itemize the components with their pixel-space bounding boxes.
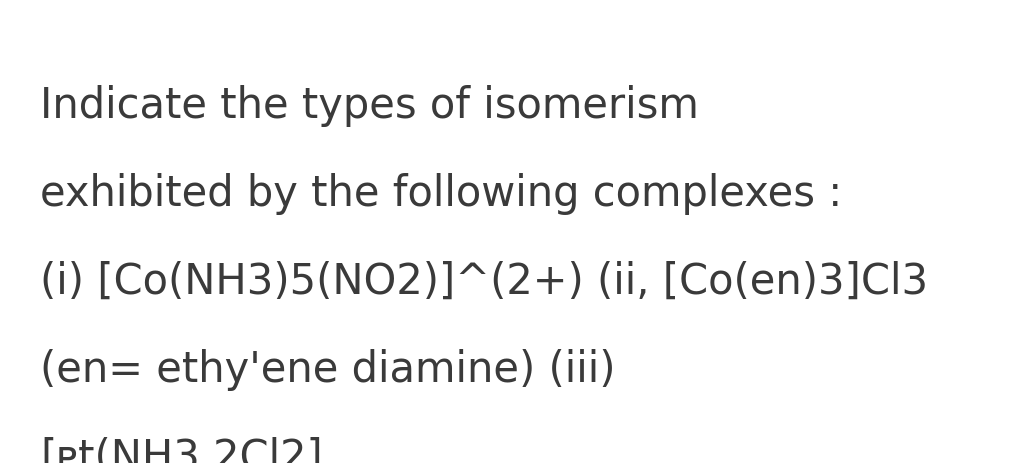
Text: Indicate the types of isomerism: Indicate the types of isomerism [40,85,698,127]
Text: exhibited by the following complexes :: exhibited by the following complexes : [40,173,843,215]
Text: (i) [Co(NH3)5(NO2)]^(2+) (ii, [Co(en)3]Cl3: (i) [Co(NH3)5(NO2)]^(2+) (ii, [Co(en)3]C… [40,261,928,303]
Text: (en= ethy'ene diamine) (iii): (en= ethy'ene diamine) (iii) [40,349,615,391]
Text: [ᴘt(NH3,2Cl2]: [ᴘt(NH3,2Cl2] [40,437,323,463]
